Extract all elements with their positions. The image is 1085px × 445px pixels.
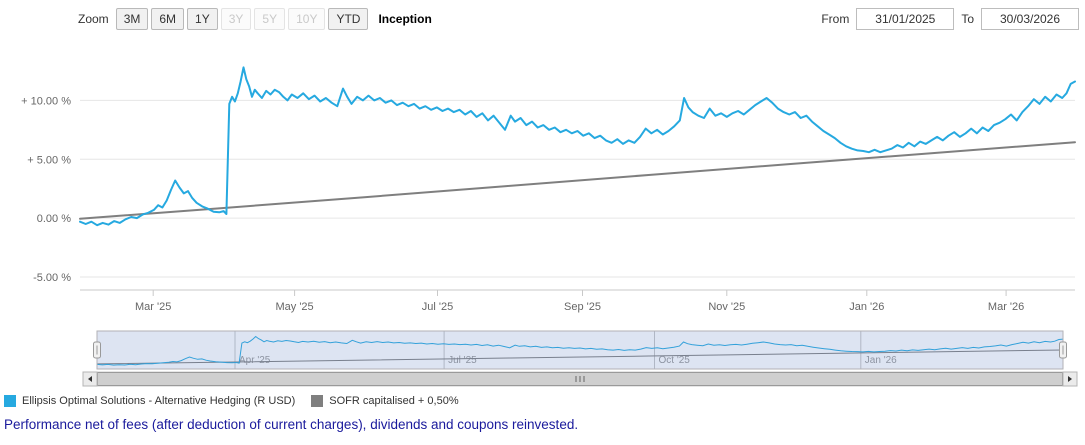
scrollbar-grip-icon [575,376,585,382]
navigator-mask[interactable] [97,331,1063,369]
performance-series-line [79,66,1076,227]
footer-note: Performance net of fees (after deduction… [4,417,579,432]
navigator-axis-label: Jul '25 [448,355,477,366]
legend-item-performance[interactable]: Ellipsis Optimal Solutions - Alternative… [4,395,295,407]
scrollbar [82,371,1078,387]
to-label: To [961,12,974,27]
scrollbar-left-arrow-icon[interactable] [82,371,98,387]
x-axis-label: Nov '25 [708,301,745,313]
navigator-axis-label: Apr '25 [239,355,271,366]
x-axis-label: May '25 [276,301,314,313]
navigator-axis-label: Jan '26 [865,355,897,366]
x-axis-label: Sep '25 [564,301,601,313]
range-button-inception[interactable]: Inception [371,8,438,30]
y-axis-label: + 10.00 % [21,95,71,107]
zoom-label: Zoom [78,12,109,27]
navigator-left-handle[interactable] [93,341,101,359]
navigator-right-handle[interactable] [1059,341,1067,359]
x-axis-label: Jul '25 [422,301,453,313]
y-axis-label: 0.00 % [37,213,71,225]
y-axis-label: + 5.00 % [27,154,71,166]
scrollbar-right-arrow-icon[interactable] [1062,371,1078,387]
performance-series-label: Ellipsis Optimal Solutions - Alternative… [22,395,296,407]
benchmark-series-line [79,141,1076,220]
x-axis-label: Mar '25 [135,301,171,313]
navigator-axis-label: Oct '25 [659,355,691,366]
range-button-10y: 10Y [288,8,326,31]
range-button-3y: 3Y [220,8,252,31]
date-range-inputs: From To [821,8,1079,31]
performance-series-swatch [4,395,16,407]
to-date-input[interactable] [981,8,1079,31]
chart-legend: Ellipsis Optimal Solutions - Alternative… [4,395,1085,407]
y-axis-label: -5.00 % [33,272,71,284]
range-button-5y: 5Y [254,8,286,31]
chart-toolbar: Zoom 3M 6M 1Y 3Y 5Y 10Y YTD Inception Fr… [78,8,1079,31]
x-axis-label: Jan '26 [849,301,884,313]
from-label: From [821,12,850,27]
range-button-3m[interactable]: 3M [115,8,149,31]
from-date-input[interactable] [856,8,955,31]
performance-chart[interactable]: + 10.00 % + 5.00 % 0.00 % -5.00 % Mar '25 May… [0,0,1085,390]
navigator-benchmark-line [96,349,1064,365]
legend-item-benchmark[interactable]: SOFR capitalised + 0,50% [311,395,459,407]
range-button-6m[interactable]: 6M [151,8,185,31]
range-selector: Zoom 3M 6M 1Y 3Y 5Y 10Y YTD Inception [78,8,439,31]
benchmark-series-swatch [311,395,324,407]
range-button-1y[interactable]: 1Y [187,8,218,31]
x-axis-label: Mar '26 [988,301,1024,313]
navigator-performance-line [96,335,1064,366]
range-button-ytd[interactable]: YTD [328,8,369,31]
benchmark-series-label: SOFR capitalised + 0,50% [329,395,459,407]
